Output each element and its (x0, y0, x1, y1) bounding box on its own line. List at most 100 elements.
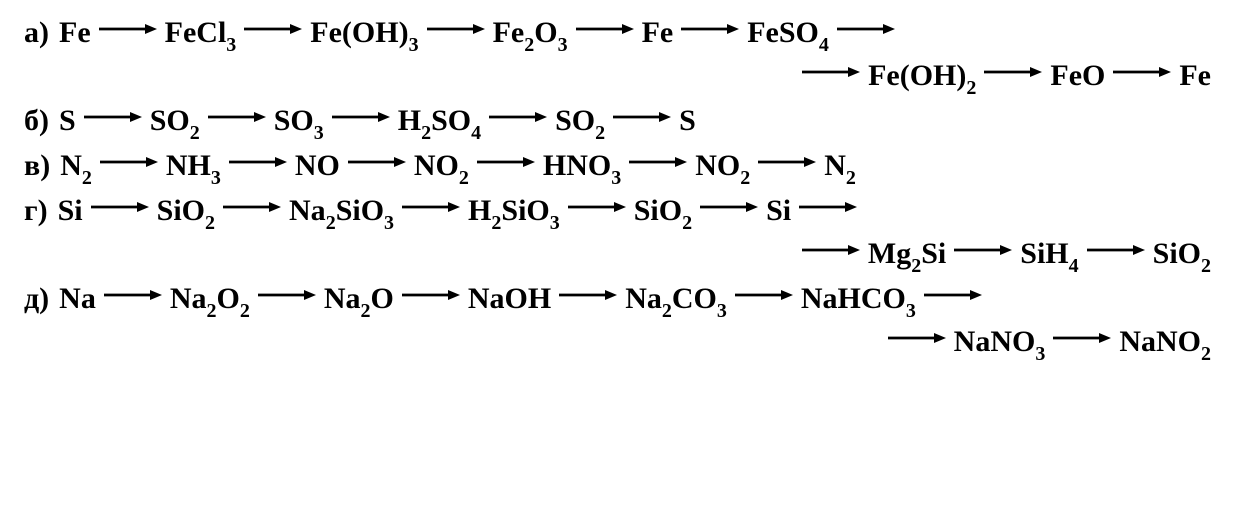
subscript: 2 (595, 122, 605, 144)
arrow-icon (576, 19, 634, 39)
chemical-formula: HNO3 (543, 151, 621, 186)
chemical-formula: SO3 (274, 106, 324, 141)
subscript: 3 (611, 167, 621, 189)
arrow-icon (84, 107, 142, 127)
arrow-icon (477, 152, 535, 172)
chemical-formula: NO (295, 151, 340, 181)
arrow-icon (984, 62, 1042, 82)
subscript: 2 (205, 212, 215, 234)
chemical-formula: N2 (824, 151, 856, 186)
chemical-formula: S (59, 106, 76, 136)
chemical-formula: NaNO3 (954, 327, 1046, 362)
chemical-formula: S (679, 106, 696, 136)
subscript: 3 (409, 34, 419, 56)
subscript: 3 (314, 122, 324, 144)
chemical-formula: Fe(OH)2 (868, 61, 976, 96)
reaction-line: а)FeFeCl3Fe(OH)3Fe2O3FeFeSO4 (24, 16, 1211, 53)
chemical-formula: Na2SiO3 (289, 196, 394, 231)
chemical-formula: SiH4 (1020, 239, 1078, 274)
arrow-icon (559, 285, 617, 305)
arrow-icon (954, 240, 1012, 260)
chemical-formula: FeCl3 (165, 18, 237, 53)
item-label: г) (24, 194, 48, 228)
arrow-icon (1053, 328, 1111, 348)
reaction-line: д)NaNa2O2Na2ONaOHNa2CO3NaHCO3 (24, 282, 1211, 319)
subscript: 2 (682, 212, 692, 234)
subscript: 2 (524, 34, 534, 56)
arrow-icon (427, 19, 485, 39)
subscript: 3 (550, 212, 560, 234)
chemical-formula: NO2 (695, 151, 750, 186)
chemical-formula: NaHCO3 (801, 284, 916, 319)
arrow-icon (1113, 62, 1171, 82)
subscript: 4 (819, 34, 829, 56)
chemical-formula: FeO (1050, 61, 1105, 91)
chemical-formula: FeSO4 (747, 18, 829, 53)
subscript: 2 (911, 255, 921, 277)
arrow-icon (802, 240, 860, 260)
item-label: б) (24, 104, 49, 138)
subscript: 4 (1069, 255, 1079, 277)
arrow-icon (888, 328, 946, 348)
subscript: 2 (966, 77, 976, 99)
chemical-formula: SiO2 (1153, 239, 1211, 274)
arrow-icon (799, 197, 857, 217)
arrow-icon (100, 152, 158, 172)
chemical-formula: Fe (1179, 61, 1211, 91)
arrow-icon (681, 19, 739, 39)
arrow-icon (229, 152, 287, 172)
arrow-icon (735, 285, 793, 305)
arrow-icon (700, 197, 758, 217)
chemical-formula: N2 (60, 151, 92, 186)
item-label: а) (24, 16, 49, 50)
chemical-formula: NH3 (166, 151, 221, 186)
subscript: 2 (82, 167, 92, 189)
arrow-icon (91, 197, 149, 217)
chemical-formula: Na (59, 284, 96, 314)
arrow-icon (104, 285, 162, 305)
subscript: 2 (240, 300, 250, 322)
arrow-icon (258, 285, 316, 305)
arrow-icon (837, 19, 895, 39)
arrow-icon (208, 107, 266, 127)
subscript: 2 (846, 167, 856, 189)
subscript: 2 (491, 212, 501, 234)
chemical-formula: Na2O (324, 284, 394, 319)
arrow-icon (568, 197, 626, 217)
chemical-formula: Si (766, 196, 791, 226)
subscript: 2 (207, 300, 217, 322)
reaction-line-continuation: NaNO3 NaNO2 (24, 327, 1211, 362)
chemical-formula: NaNO2 (1119, 327, 1211, 362)
subscript: 2 (361, 300, 371, 322)
subscript: 3 (211, 167, 221, 189)
arrow-icon (223, 197, 281, 217)
chemical-formula: NaOH (468, 284, 551, 314)
subscript: 2 (740, 167, 750, 189)
subscript: 2 (1201, 343, 1211, 365)
subscript: 2 (421, 122, 431, 144)
subscript: 3 (384, 212, 394, 234)
chemical-formula: H2SO4 (398, 106, 481, 141)
chemical-formula: SO2 (150, 106, 200, 141)
reaction-chains: а)FeFeCl3Fe(OH)3Fe2O3FeFeSO4Fe(OH)2FeOFe… (24, 16, 1211, 362)
subscript: 3 (1035, 343, 1045, 365)
chemical-formula: Fe2O3 (493, 18, 568, 53)
chemical-formula: NO2 (414, 151, 469, 186)
arrow-icon (629, 152, 687, 172)
arrow-icon (489, 107, 547, 127)
chemical-formula: SiO2 (157, 196, 215, 231)
subscript: 3 (558, 34, 568, 56)
item-label: в) (24, 149, 50, 183)
chemical-formula: Fe(OH)3 (310, 18, 418, 53)
subscript: 3 (906, 300, 916, 322)
arrow-icon (613, 107, 671, 127)
chemical-formula: SiO2 (634, 196, 692, 231)
chemical-formula: Si (58, 196, 83, 226)
arrow-icon (802, 62, 860, 82)
subscript: 3 (226, 34, 236, 56)
arrow-icon (402, 197, 460, 217)
arrow-icon (99, 19, 157, 39)
item-label: д) (24, 282, 49, 316)
chemical-formula: Na2CO3 (625, 284, 727, 319)
subscript: 3 (717, 300, 727, 322)
